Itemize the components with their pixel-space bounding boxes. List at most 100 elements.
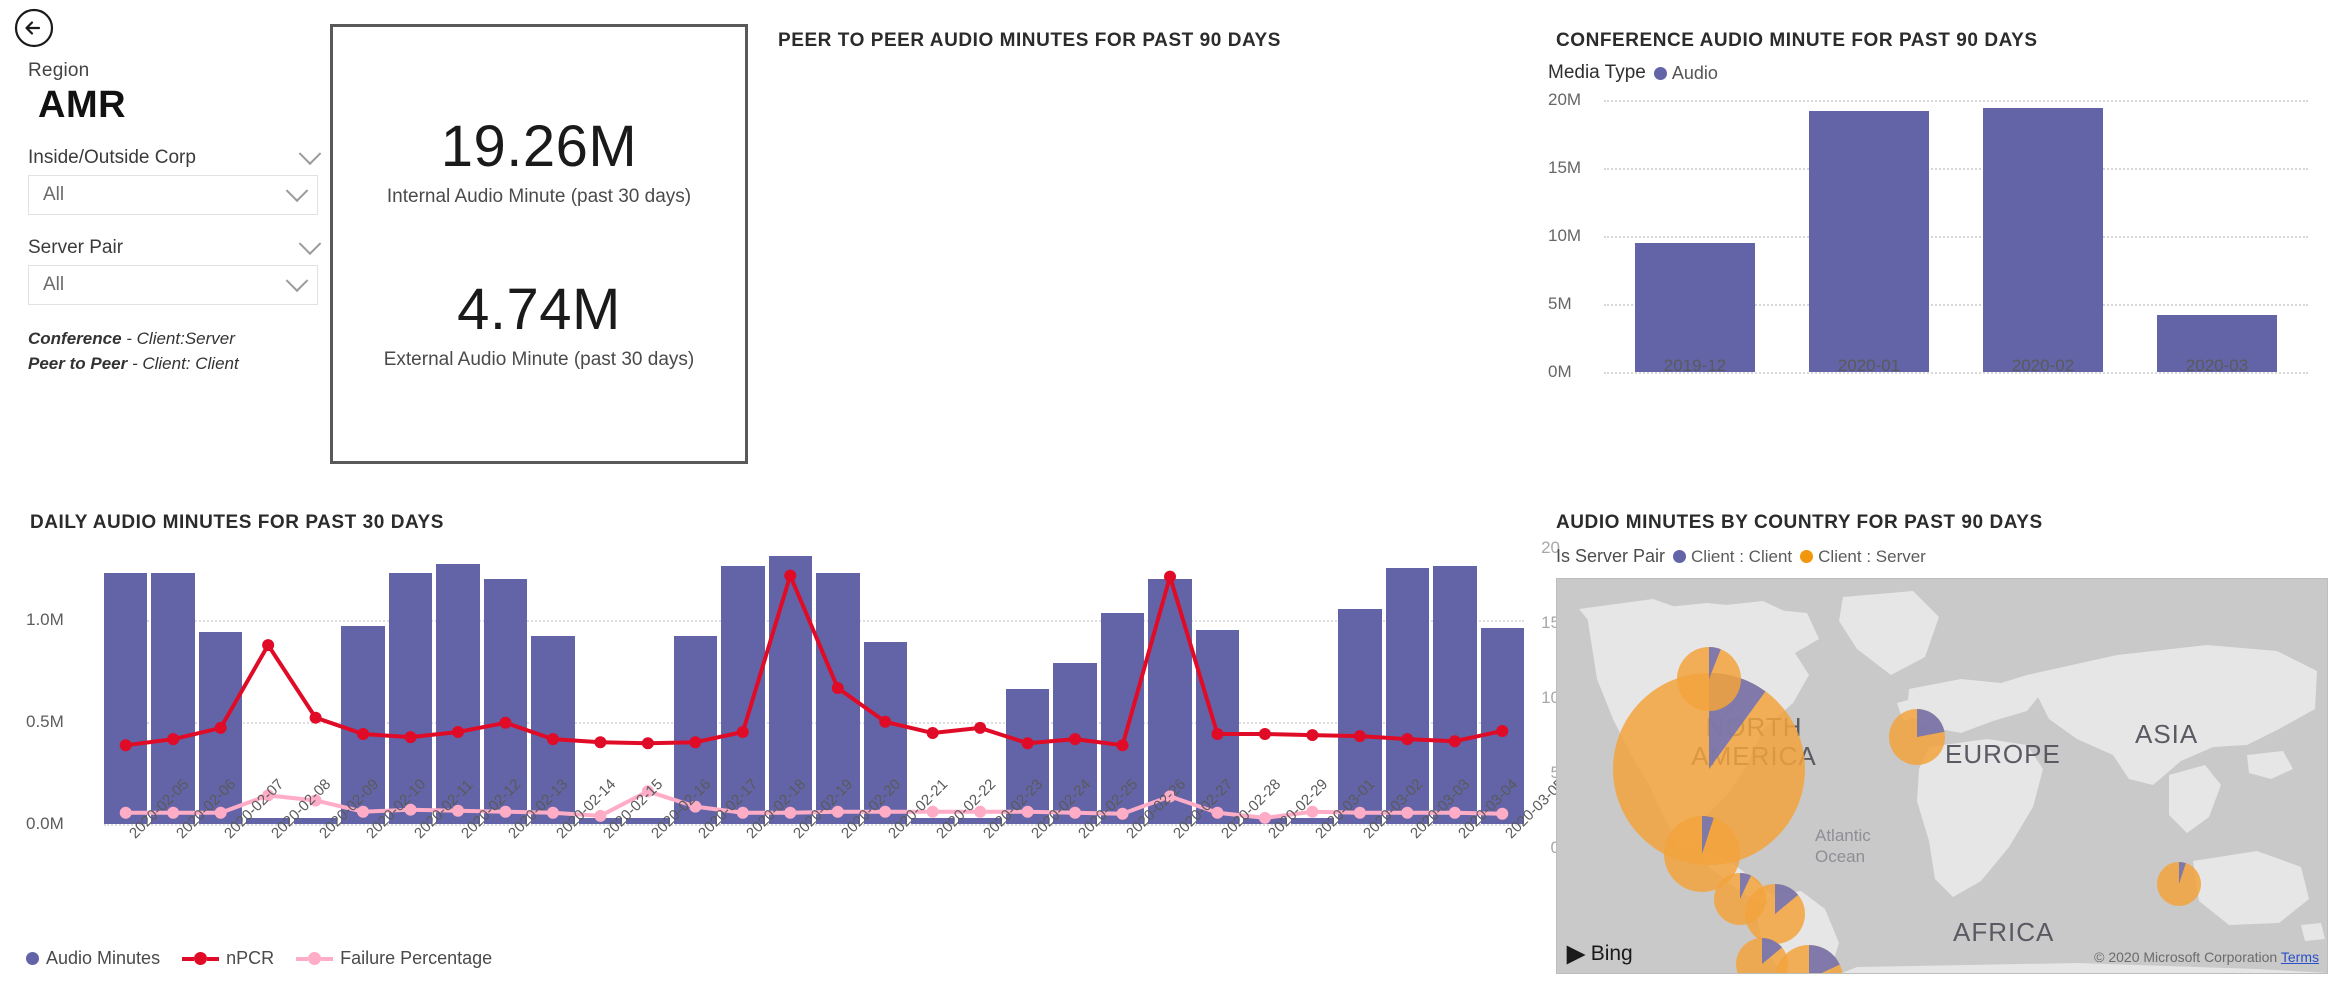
data-point[interactable] bbox=[1448, 806, 1461, 819]
inside-outside-corp-header[interactable]: Inside/Outside Corp bbox=[28, 142, 322, 169]
bar[interactable] bbox=[1433, 566, 1477, 824]
data-point[interactable] bbox=[214, 806, 227, 819]
data-point[interactable] bbox=[214, 721, 227, 734]
data-point[interactable] bbox=[1401, 733, 1414, 746]
bar[interactable] bbox=[293, 817, 338, 824]
data-point[interactable] bbox=[167, 733, 180, 746]
data-point[interactable] bbox=[1211, 728, 1224, 741]
bar[interactable] bbox=[626, 817, 670, 824]
data-point[interactable] bbox=[546, 806, 559, 819]
bar[interactable] bbox=[1338, 609, 1382, 824]
data-point[interactable] bbox=[499, 805, 512, 818]
legend-item-failure-percentage[interactable]: Failure Percentage bbox=[296, 948, 492, 969]
audio-minutes-kpi-card[interactable]: 19.26M Internal Audio Minute (past 30 da… bbox=[330, 24, 748, 464]
data-point[interactable] bbox=[309, 711, 322, 724]
data-point[interactable] bbox=[1353, 730, 1366, 743]
data-point[interactable] bbox=[1306, 729, 1319, 742]
bar[interactable] bbox=[1385, 568, 1430, 824]
map-pie-bubble[interactable] bbox=[1714, 873, 1766, 925]
bar[interactable] bbox=[341, 625, 385, 824]
data-point[interactable] bbox=[594, 736, 607, 749]
bar[interactable] bbox=[436, 564, 480, 824]
data-point[interactable] bbox=[641, 785, 654, 798]
data-point[interactable] bbox=[452, 726, 464, 738]
bar[interactable] bbox=[1983, 108, 2103, 372]
data-point[interactable] bbox=[879, 805, 892, 818]
bar[interactable] bbox=[483, 578, 528, 824]
data-point[interactable] bbox=[119, 739, 132, 752]
data-point[interactable] bbox=[1353, 806, 1366, 819]
data-point[interactable] bbox=[1258, 811, 1271, 824]
data-point[interactable] bbox=[926, 727, 939, 740]
bar[interactable] bbox=[246, 817, 290, 824]
data-point[interactable] bbox=[641, 737, 654, 750]
data-point[interactable] bbox=[1021, 805, 1034, 818]
data-point[interactable] bbox=[594, 809, 607, 822]
audio-minutes-map[interactable]: NORTHAMERICA SOUTHAMERICA EUROPE AFRICA … bbox=[1556, 578, 2328, 974]
data-point[interactable] bbox=[1448, 735, 1461, 748]
map-pie-bubble[interactable] bbox=[1775, 945, 1843, 974]
back-button[interactable] bbox=[12, 6, 56, 50]
data-point[interactable] bbox=[357, 728, 370, 741]
map-pie-bubble[interactable] bbox=[1677, 647, 1741, 711]
data-point[interactable] bbox=[404, 803, 417, 816]
data-point[interactable] bbox=[309, 794, 322, 807]
data-point[interactable] bbox=[1306, 805, 1319, 818]
bar[interactable] bbox=[721, 566, 765, 824]
data-point[interactable] bbox=[784, 806, 797, 819]
conference-bar-chart[interactable]: Media Type Audio 0M 5M 10M 15M 20M 2019-12 20… bbox=[1548, 62, 2328, 462]
data-point[interactable] bbox=[974, 805, 987, 818]
bar[interactable] bbox=[1005, 689, 1050, 824]
bar[interactable] bbox=[388, 572, 433, 824]
data-point[interactable] bbox=[689, 800, 702, 813]
server-pair-header[interactable]: Server Pair bbox=[28, 232, 322, 259]
data-point[interactable] bbox=[262, 789, 275, 802]
data-point[interactable] bbox=[546, 733, 559, 746]
daily-audio-chart[interactable]: 0.0M 0.5M 1.0M 2020-02-05 2020-02-06 2020-02… bbox=[18, 548, 1569, 848]
legend-item-client-server[interactable]: Client : Server bbox=[1800, 547, 1926, 567]
data-point[interactable] bbox=[926, 805, 939, 818]
bar[interactable] bbox=[1100, 613, 1145, 824]
data-point[interactable] bbox=[736, 806, 749, 819]
bar[interactable] bbox=[151, 572, 195, 824]
bar[interactable] bbox=[104, 572, 148, 824]
data-point[interactable] bbox=[1496, 807, 1509, 820]
data-point[interactable] bbox=[1401, 806, 1414, 819]
bar[interactable] bbox=[1195, 629, 1240, 824]
data-point[interactable] bbox=[1496, 724, 1509, 737]
data-point[interactable] bbox=[499, 716, 512, 729]
data-point[interactable] bbox=[1164, 790, 1176, 803]
bar[interactable] bbox=[2157, 314, 2277, 372]
data-point[interactable] bbox=[831, 682, 844, 695]
bar[interactable] bbox=[1809, 110, 1929, 372]
bar[interactable] bbox=[1635, 242, 1755, 372]
map-pie-bubble[interactable] bbox=[1736, 938, 1788, 974]
data-point[interactable] bbox=[689, 736, 702, 749]
data-point[interactable] bbox=[1164, 570, 1176, 583]
data-point[interactable] bbox=[357, 805, 370, 818]
legend-item-npcr[interactable]: nPCR bbox=[182, 948, 274, 969]
data-point[interactable] bbox=[262, 639, 275, 652]
map-pie-bubble[interactable] bbox=[2157, 862, 2201, 906]
data-point[interactable] bbox=[167, 806, 180, 819]
legend-item-audio-minutes[interactable]: Audio Minutes bbox=[26, 948, 160, 969]
data-point[interactable] bbox=[1211, 806, 1224, 819]
bar[interactable] bbox=[673, 635, 718, 824]
server-pair-dropdown[interactable]: All bbox=[28, 265, 318, 305]
inside-outside-corp-dropdown[interactable]: All bbox=[28, 175, 318, 215]
data-point[interactable] bbox=[404, 731, 417, 744]
bar[interactable] bbox=[958, 817, 1002, 824]
bar[interactable] bbox=[531, 635, 575, 824]
data-point[interactable] bbox=[1116, 739, 1129, 752]
data-point[interactable] bbox=[452, 804, 464, 817]
legend-item-client-client[interactable]: Client : Client bbox=[1673, 547, 1792, 567]
bar[interactable] bbox=[1290, 817, 1335, 824]
data-point[interactable] bbox=[784, 569, 797, 582]
bar[interactable] bbox=[863, 642, 907, 824]
data-point[interactable] bbox=[1258, 728, 1271, 741]
data-point[interactable] bbox=[831, 805, 844, 818]
data-point[interactable] bbox=[1069, 806, 1082, 819]
bar[interactable] bbox=[768, 556, 813, 824]
legend-item-audio[interactable]: Audio bbox=[1653, 63, 1718, 84]
data-point[interactable] bbox=[1069, 733, 1082, 746]
